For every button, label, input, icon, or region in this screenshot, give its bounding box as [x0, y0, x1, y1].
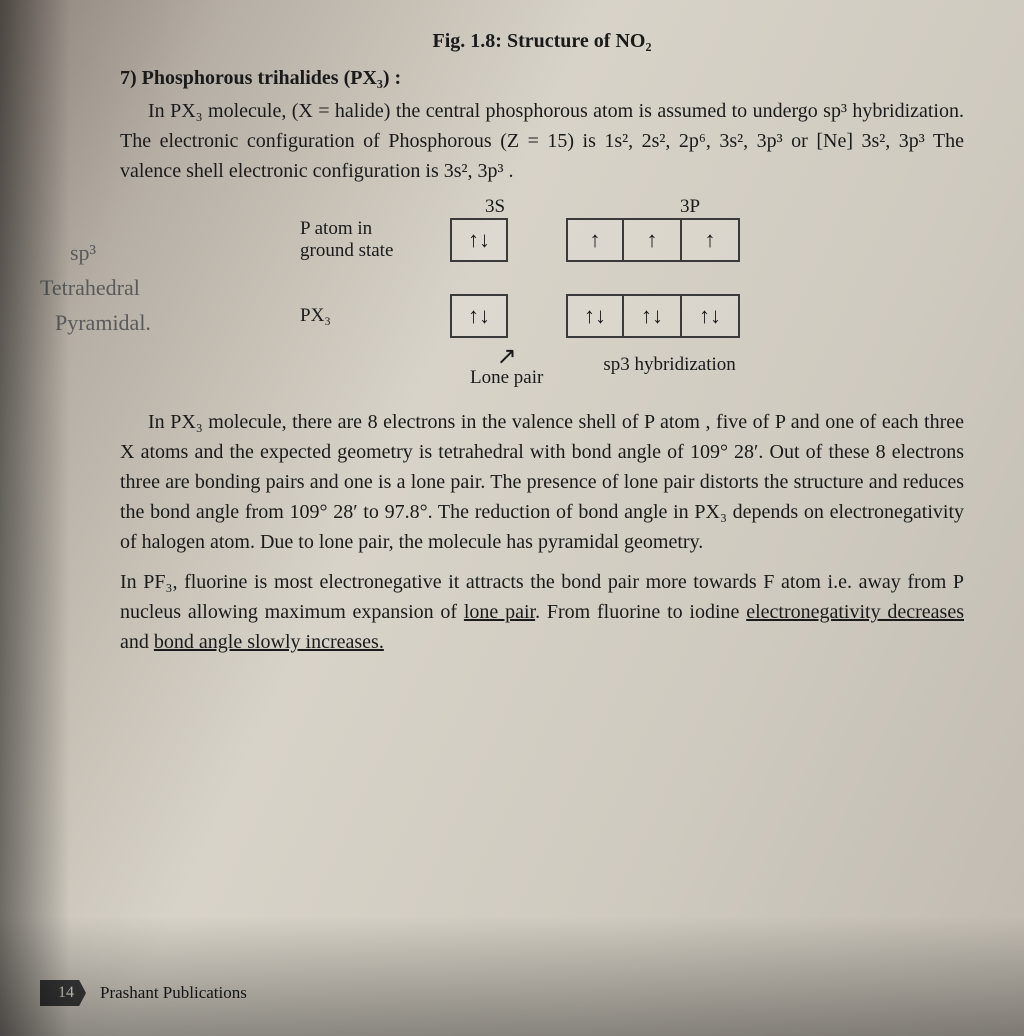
- orbital-box: ↑: [624, 218, 682, 262]
- paragraph-3: In PF₃, fluorine is most electronegative…: [120, 567, 964, 657]
- orbital-box-3s-px: ↑↓: [450, 294, 508, 338]
- para3-text: . From fluorine to iodine: [535, 601, 746, 623]
- ground-state-row: P atom in ground state ↑↓ ↑↑↑: [300, 218, 964, 262]
- arrow-icon: ↗: [470, 348, 543, 367]
- publisher-name: Prashant Publications: [100, 983, 247, 1003]
- paragraph-2: In PX₃ molecule, there are 8 electrons i…: [120, 407, 964, 557]
- handwriting-tetrahedral: Tetrahedral: [40, 275, 140, 301]
- page-footer: 14 Prashant Publications: [40, 980, 247, 1006]
- header-3s: 3S: [450, 196, 540, 218]
- section-heading: 7) Phosphorous trihalides (PX₃) :: [120, 67, 964, 90]
- lone-pair-annotation: ↗ Lone pair sp3 hybridization: [630, 348, 964, 389]
- page-shadow-left: [0, 0, 70, 1036]
- handwriting-sp3: sp³: [70, 240, 96, 266]
- intro-paragraph: In PX₃ molecule, (X = halide) the centra…: [120, 96, 964, 186]
- figure-caption: Fig. 1.8: Structure of NO₂: [120, 30, 964, 53]
- para3-underline-2: electronegativity decreases: [746, 601, 964, 623]
- orbital-boxes-3p-px: ↑↓↑↓↑↓: [566, 294, 740, 338]
- para3-underline-3: bond angle slowly increases.: [154, 631, 384, 653]
- orbital-box: ↑↓: [682, 294, 740, 338]
- orbital-box-3s-ground: ↑↓: [450, 218, 508, 262]
- handwriting-pyramidal: Pyramidal.: [55, 310, 151, 336]
- page: Fig. 1.8: Structure of NO₂ 7) Phosphorou…: [0, 0, 1024, 1036]
- ground-state-label: P atom in ground state: [300, 218, 450, 262]
- orbital-box: ↑: [566, 218, 624, 262]
- para3-text: and: [120, 631, 154, 653]
- orbital-headers: 3S 3P: [450, 196, 964, 218]
- orbital-box: ↑: [682, 218, 740, 262]
- px-row: PX₃ ↑↓ ↑↓↑↓↑↓: [300, 294, 964, 338]
- px-label: PX₃: [300, 305, 450, 327]
- lone-pair-label: Lone pair: [470, 367, 543, 389]
- page-shadow-bottom: [0, 916, 1024, 1036]
- orbital-diagram: 3S 3P P atom in ground state ↑↓ ↑↑↑ PX₃ …: [300, 196, 964, 389]
- orbital-box: ↑↓: [566, 294, 624, 338]
- para3-underline-1: lone pair: [464, 601, 535, 623]
- orbital-box: ↑↓: [624, 294, 682, 338]
- orbital-boxes-3p-ground: ↑↑↑: [566, 218, 740, 262]
- sp3-hybridization-label: sp3 hybridization: [603, 354, 735, 376]
- header-3p: 3P: [600, 196, 780, 218]
- page-number-badge: 14: [40, 980, 86, 1006]
